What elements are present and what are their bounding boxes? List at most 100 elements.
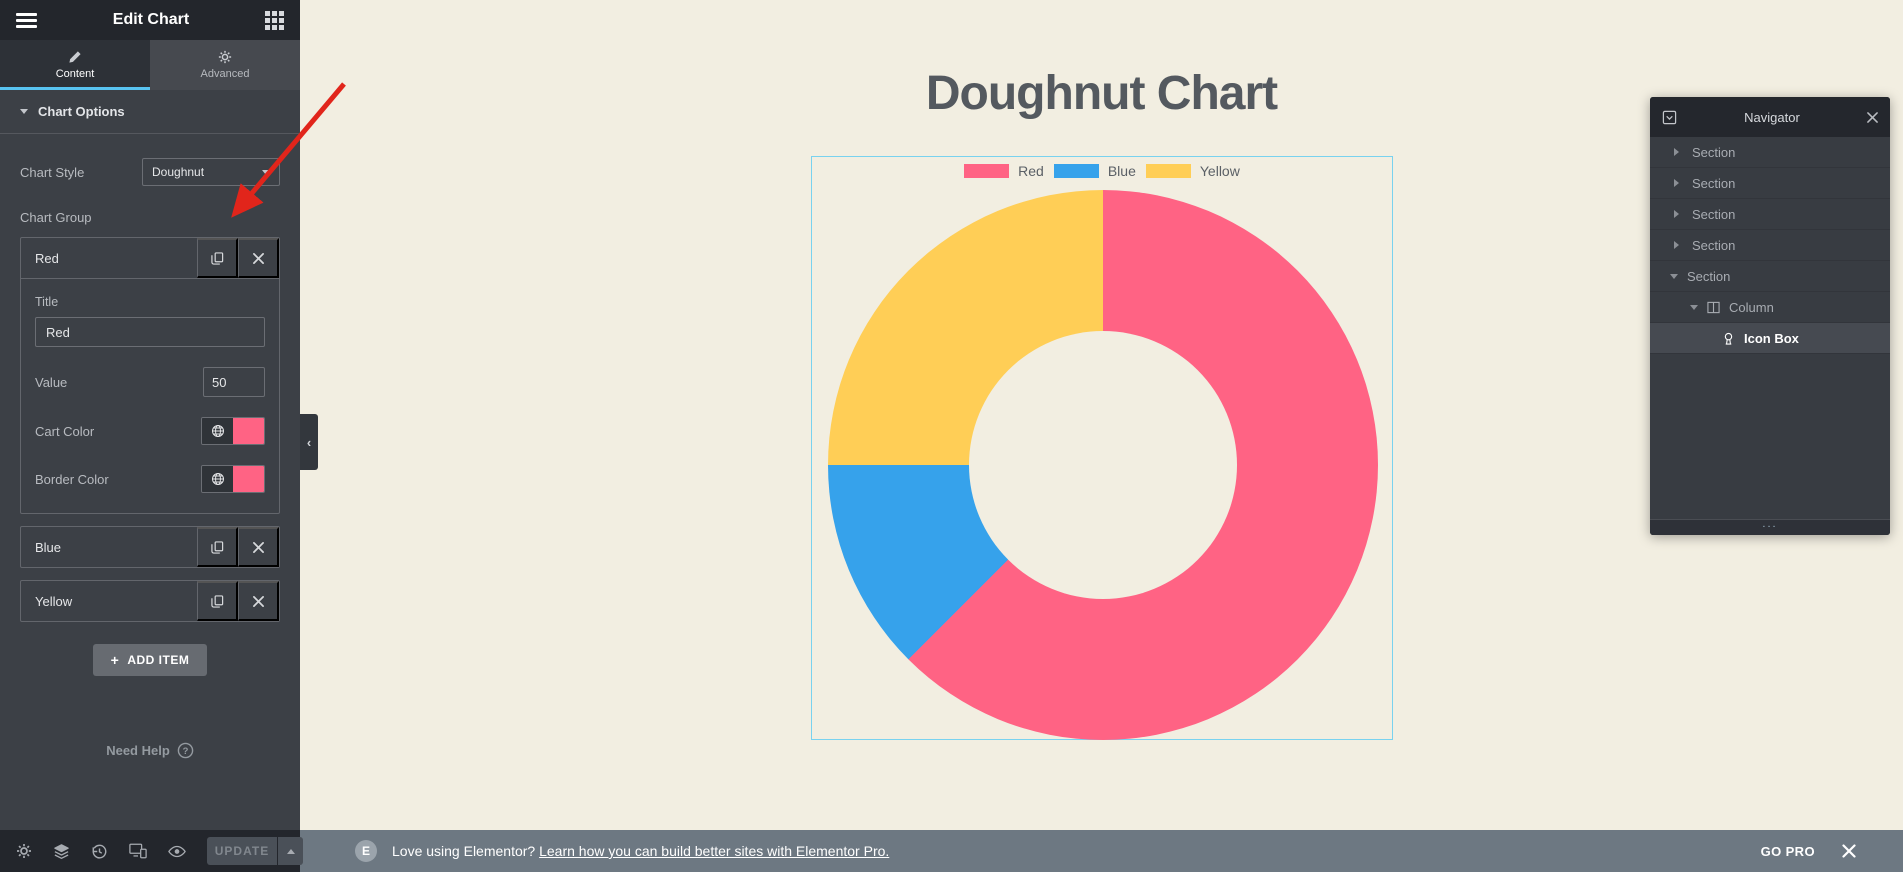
chart-widget-selection[interactable]: Red Blue Yellow [811,156,1393,740]
chart-style-control: Chart Style Doughnut [20,158,280,186]
navigator-resize-handle[interactable]: ... [1650,519,1890,535]
navigator-row-section-expanded[interactable]: Section [1650,261,1890,292]
navigator-row-section[interactable]: Section [1650,230,1890,261]
cart-color-picker [201,417,265,445]
dock-icon[interactable] [1662,110,1677,125]
promo-message: Love using Elementor? Learn how you can … [392,843,890,859]
need-help-link[interactable]: Need Help ? [20,742,280,759]
chart-style-label: Chart Style [20,164,85,180]
remove-item-button[interactable] [238,581,279,621]
value-input[interactable] [203,367,265,397]
gear-icon [218,50,232,64]
layers-icon[interactable] [53,843,70,860]
tab-advanced-label: Advanced [200,68,250,80]
navigator-row-section[interactable]: Section [1650,199,1890,230]
close-icon[interactable] [1842,844,1856,858]
global-color-button[interactable] [202,466,233,492]
repeater-item-title[interactable]: Blue [35,539,62,555]
icon-box-icon [1724,332,1733,345]
copy-icon [210,594,223,608]
chart-legend: Red Blue Yellow [812,163,1392,179]
cart-color-label: Cart Color [35,423,95,439]
navigator-header[interactable]: Navigator [1650,97,1890,137]
update-button[interactable]: UPDATE [207,837,277,865]
tab-content[interactable]: Content [0,40,150,90]
panel-header: Edit Chart [0,0,300,40]
duplicate-item-button[interactable] [197,527,238,567]
legend-swatch-blue [1053,164,1099,178]
chevron-down-icon [1670,273,1678,283]
navigator-title: Navigator [1744,109,1800,125]
title-input[interactable] [35,317,265,347]
promo-actions: GO PRO [1761,844,1856,859]
row-label: Section [1692,206,1736,222]
doughnut-hole [969,331,1237,599]
need-help-label: Need Help [106,743,170,758]
go-pro-button[interactable]: GO PRO [1760,843,1815,859]
repeater-item-header: Red [21,238,279,278]
duplicate-item-button[interactable] [197,581,238,621]
close-icon [252,595,264,607]
promo-bottom-bar: E Love using Elementor? Learn how you ca… [300,830,1903,872]
add-item-wrap: + ADD ITEM [20,644,280,676]
chart-style-value: Doughnut [152,165,205,179]
border-color-swatch[interactable] [233,466,264,492]
section-title: Chart Options [38,104,125,119]
border-color-label: Border Color [35,471,109,487]
navigator-row-column[interactable]: Column [1650,292,1890,323]
legend-item-red[interactable]: Red [964,163,1044,179]
remove-item-button[interactable] [238,527,279,567]
tab-content-label: Content [55,68,95,80]
close-icon[interactable] [1867,111,1878,123]
copy-icon [210,540,223,554]
widgets-grid-icon[interactable] [265,10,284,30]
panel-title: Edit Chart [112,11,190,28]
repeater-item-title[interactable]: Red [35,250,59,266]
title-field-label: Title [35,295,59,309]
navigator-row-section[interactable]: Section [1650,137,1890,168]
history-icon[interactable] [91,843,108,860]
section-chart-options[interactable]: Chart Options [0,90,300,134]
legend-label: Red [1018,163,1044,179]
add-item-label: ADD ITEM [127,653,190,667]
remove-item-button[interactable] [238,238,279,278]
column-icon [1707,301,1720,313]
navigator-row-icon-box[interactable]: Icon Box [1650,323,1890,354]
add-item-button[interactable]: + ADD ITEM [92,644,208,676]
doughnut-chart[interactable] [828,190,1378,740]
legend-item-yellow[interactable]: Yellow [1145,163,1240,179]
page-heading[interactable]: Doughnut Chart [925,67,1278,120]
pencil-icon [69,51,81,63]
widget-settings-panel: Edit Chart Content Advanced Chart Option… [0,0,303,872]
panel-tabs: Content Advanced [0,40,300,90]
navigator-row-section[interactable]: Section [1650,168,1890,199]
row-label: Section [1692,175,1736,191]
global-color-button[interactable] [202,418,233,444]
duplicate-item-button[interactable] [197,238,238,278]
responsive-mode-icon[interactable] [129,843,147,859]
border-color-picker [201,465,265,493]
elementor-logo-icon: E [355,840,377,862]
chart-style-select[interactable]: Doughnut [142,158,280,186]
repeater-item-title[interactable]: Yellow [35,593,73,609]
update-options-button[interactable] [278,837,303,865]
row-label: Column [1729,299,1774,315]
cart-color-swatch[interactable] [233,418,264,444]
copy-icon [210,251,223,265]
row-label: Icon Box [1744,330,1799,346]
legend-swatch-yellow [1145,164,1191,178]
promo-link[interactable]: Learn how you can build better sites wit… [539,843,890,859]
preview-eye-icon[interactable] [168,845,186,858]
settings-icon[interactable] [16,843,32,859]
editor-canvas: Doughnut Chart Red Blue Yellow [300,0,1903,830]
legend-item-blue[interactable]: Blue [1053,163,1136,179]
panel-collapse-handle[interactable]: ‹ [300,414,318,470]
close-icon [252,541,264,553]
menu-icon[interactable] [16,10,37,31]
tab-advanced[interactable]: Advanced [150,40,300,90]
repeater-item-blue: Blue [20,526,280,568]
plus-icon: + [110,652,120,668]
chevron-right-icon [1674,210,1683,218]
chevron-down-icon [262,169,270,179]
question-circle-icon: ? [177,742,194,759]
